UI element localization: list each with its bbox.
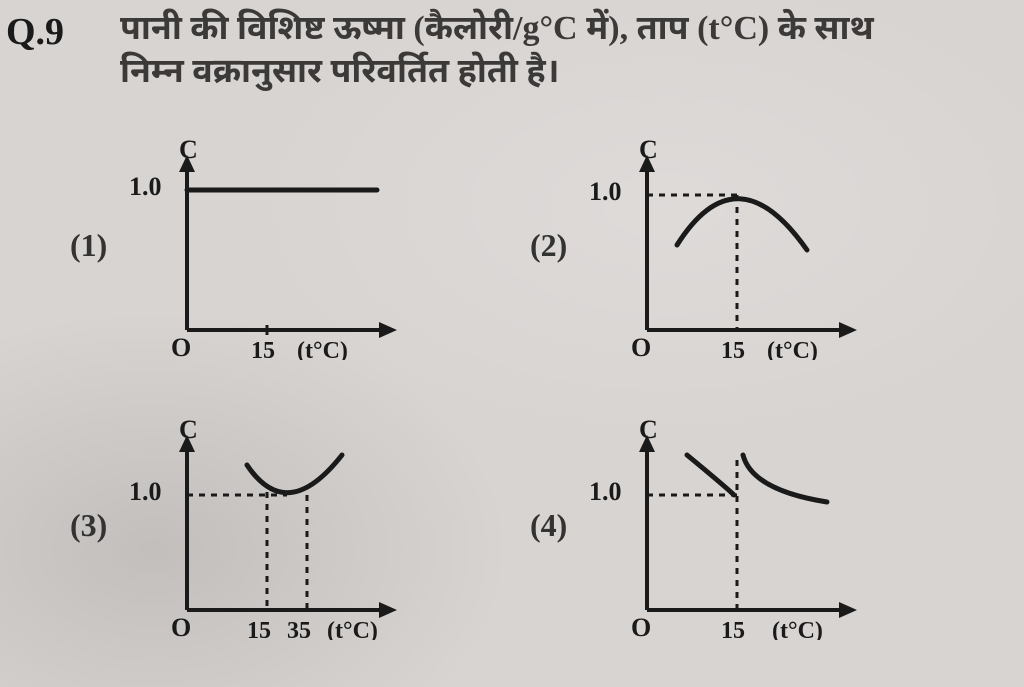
x-tick-15-label: 15 [247,618,271,640]
x-arrow-icon [379,602,397,618]
x-arrow-icon [839,322,857,338]
curve-left [687,455,734,495]
y-tick-1: 1.0 [589,177,622,206]
x-unit-label: (t°C) [297,338,348,360]
option-3: (3) C 1.0 15 35 (t°C) O [70,400,490,650]
y-tick-1: 1.0 [129,477,162,506]
option-1-label: (1) [70,227,107,264]
origin-label: O [171,333,191,360]
option-2-label: (2) [530,227,567,264]
origin-label: O [631,613,651,640]
prompt-line-1: पानी की विशिष्ट ऊष्मा (कैलोरी/g°C में), … [120,10,874,47]
x-arrow-icon [379,322,397,338]
x-tick-15-label: 15 [721,618,745,640]
x-arrow-icon [839,602,857,618]
option-2: (2) C 1.0 15 (t°C) O [530,120,950,370]
graph-3: C 1.0 15 35 (t°C) O [117,410,417,640]
option-4: (4) C 1.0 15 (t°C) O [530,400,950,650]
graph-1: C 1.0 15 (t°C) O [117,130,417,360]
option-4-label: (4) [530,507,567,544]
question-number: Q.9 [6,10,64,54]
x-unit-label: (t°C) [772,618,823,640]
x-tick-15-label: 15 [721,338,745,360]
curve-arch [677,199,807,250]
graph-2: C 1.0 15 (t°C) O [577,130,877,360]
y-tick-1: 1.0 [129,172,162,201]
origin-label: O [631,333,651,360]
option-1: (1) C 1.0 15 (t°C) O [70,120,490,370]
graph-4: C 1.0 15 (t°C) O [577,410,877,640]
y-tick-1: 1.0 [589,477,622,506]
curve-right [743,455,827,502]
curve-cup [247,455,342,493]
options-grid: (1) C 1.0 15 (t°C) O (2) [70,120,950,650]
origin-label: O [171,613,191,640]
prompt-line-2: निम्न वक्रानुसार परिवर्तित होती है। [120,51,980,94]
x-unit-label: (t°C) [767,338,818,360]
question-prompt: पानी की विशिष्ट ऊष्मा (कैलोरी/g°C में), … [120,8,980,93]
option-3-label: (3) [70,507,107,544]
x-unit-label: (t°C) [327,618,378,640]
x-tick-35-label: 35 [287,618,311,640]
x-tick-15-label: 15 [251,338,275,360]
